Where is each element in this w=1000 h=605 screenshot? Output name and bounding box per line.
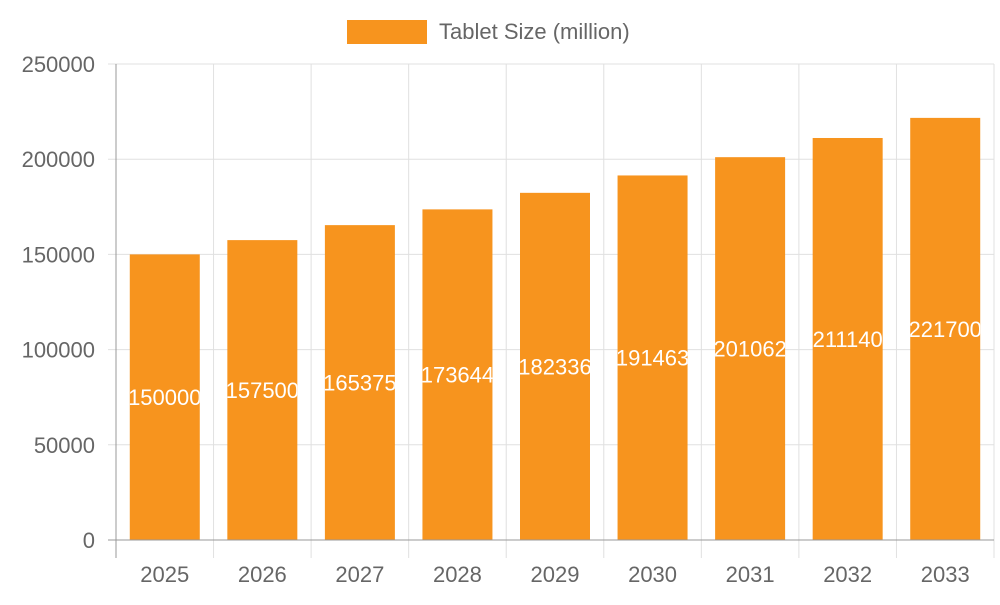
x-tick-label: 2032 bbox=[823, 562, 872, 587]
y-tick-label: 150000 bbox=[22, 242, 95, 267]
data-label: 191463 bbox=[616, 346, 689, 371]
data-label: 201062 bbox=[713, 337, 786, 362]
data-label: 150000 bbox=[128, 385, 201, 410]
bar bbox=[129, 254, 200, 540]
y-tick-label: 250000 bbox=[22, 52, 95, 77]
y-tick-label: 100000 bbox=[22, 338, 95, 363]
data-label: 221700 bbox=[909, 317, 982, 342]
bar bbox=[227, 240, 298, 540]
legend-label: Tablet Size (million) bbox=[439, 19, 630, 44]
data-label: 157500 bbox=[226, 378, 299, 403]
x-tick-label: 2029 bbox=[531, 562, 580, 587]
y-tick-label: 0 bbox=[83, 528, 95, 553]
x-tick-label: 2033 bbox=[921, 562, 970, 587]
bar bbox=[812, 137, 883, 540]
bar bbox=[422, 209, 493, 540]
x-tick-label: 2026 bbox=[238, 562, 287, 587]
bar bbox=[715, 157, 786, 540]
data-label: 165375 bbox=[323, 371, 396, 396]
bar bbox=[617, 175, 688, 540]
y-tick-label: 200000 bbox=[22, 147, 95, 172]
bar bbox=[910, 117, 981, 540]
data-label: 173644 bbox=[421, 363, 494, 388]
x-tick-label: 2031 bbox=[726, 562, 775, 587]
legend[interactable]: Tablet Size (million) bbox=[347, 19, 630, 44]
data-label: 211140 bbox=[813, 327, 883, 352]
bar bbox=[324, 225, 395, 540]
data-label: 182336 bbox=[518, 354, 591, 379]
bar bbox=[520, 192, 590, 540]
y-tick-label: 50000 bbox=[34, 433, 95, 458]
legend-swatch bbox=[347, 20, 427, 44]
x-tick-label: 2030 bbox=[628, 562, 677, 587]
x-tick-label: 2028 bbox=[433, 562, 482, 587]
x-tick-label: 2025 bbox=[140, 562, 189, 587]
x-tick-label: 2027 bbox=[335, 562, 384, 587]
